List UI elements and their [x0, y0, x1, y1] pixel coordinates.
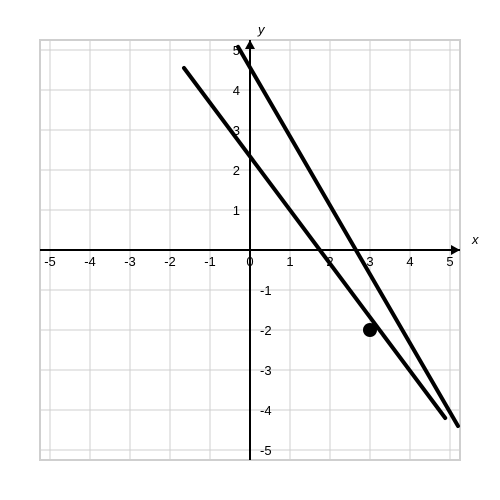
- x-tick-label: 1: [286, 254, 293, 269]
- y-axis-label: y: [257, 22, 266, 37]
- y-tick-label: -5: [260, 443, 272, 458]
- y-tick-label: 1: [233, 203, 240, 218]
- x-tick-label: -5: [44, 254, 56, 269]
- x-axis-label: x: [471, 232, 479, 247]
- y-tick-label: 2: [233, 163, 240, 178]
- x-tick-label: 0: [246, 254, 253, 269]
- y-tick-label: -4: [260, 403, 272, 418]
- y-tick-label: 4: [233, 83, 240, 98]
- x-tick-label: -3: [124, 254, 136, 269]
- y-tick-label: -3: [260, 363, 272, 378]
- chart-svg: -5-4-3-2-101234512345-1-2-3-4-5xy: [0, 0, 500, 500]
- x-tick-label: -4: [84, 254, 96, 269]
- x-tick-label: -1: [204, 254, 216, 269]
- y-tick-label: -1: [260, 283, 272, 298]
- x-tick-label: 5: [446, 254, 453, 269]
- intersection-point: [363, 323, 377, 337]
- x-tick-label: -2: [164, 254, 176, 269]
- x-tick-label: 4: [406, 254, 413, 269]
- coordinate-chart: -5-4-3-2-101234512345-1-2-3-4-5xy: [0, 0, 500, 500]
- y-tick-label: -2: [260, 323, 272, 338]
